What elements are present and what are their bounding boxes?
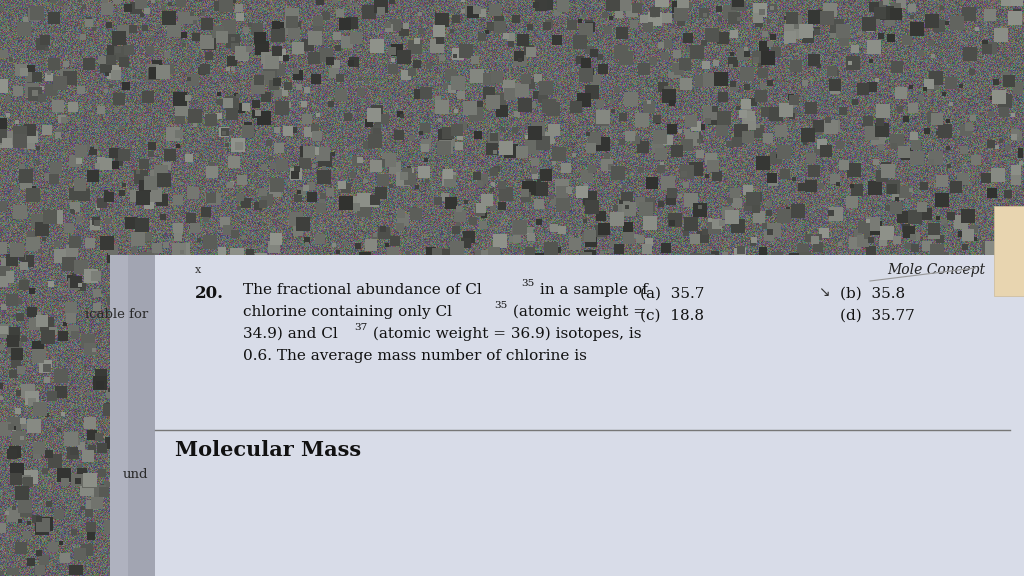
Text: (atomic weight = 36.9) isotopes, is: (atomic weight = 36.9) isotopes, is <box>368 327 641 342</box>
Text: icable for: icable for <box>85 309 148 321</box>
Text: 0.6. The average mass number of chlorine is: 0.6. The average mass number of chlorine… <box>243 349 587 363</box>
Text: und: und <box>123 468 148 482</box>
Text: Molecular Mass: Molecular Mass <box>175 440 361 460</box>
FancyBboxPatch shape <box>110 255 155 576</box>
FancyBboxPatch shape <box>155 255 1024 576</box>
Text: (c)  18.8: (c) 18.8 <box>640 309 705 323</box>
Text: (a)  35.7: (a) 35.7 <box>640 287 705 301</box>
Text: x: x <box>195 265 202 275</box>
Text: 35: 35 <box>521 279 535 288</box>
Text: (d)  35.77: (d) 35.77 <box>840 309 914 323</box>
FancyBboxPatch shape <box>110 255 1024 576</box>
Text: in a sample of: in a sample of <box>535 283 648 297</box>
Text: 20.: 20. <box>195 285 224 302</box>
Text: (atomic weight =: (atomic weight = <box>508 305 646 319</box>
Text: chlorine containing only Cl: chlorine containing only Cl <box>243 305 452 319</box>
Text: Mole Concept: Mole Concept <box>887 263 985 277</box>
Text: (b)  35.8: (b) 35.8 <box>840 287 905 301</box>
Text: 35: 35 <box>494 301 507 310</box>
Text: 34.9) and Cl: 34.9) and Cl <box>243 327 338 341</box>
FancyBboxPatch shape <box>994 206 1024 296</box>
Text: The fractional abundance of Cl: The fractional abundance of Cl <box>243 283 481 297</box>
FancyBboxPatch shape <box>110 255 128 576</box>
Text: 37: 37 <box>354 323 368 332</box>
Text: ↘: ↘ <box>818 285 829 299</box>
